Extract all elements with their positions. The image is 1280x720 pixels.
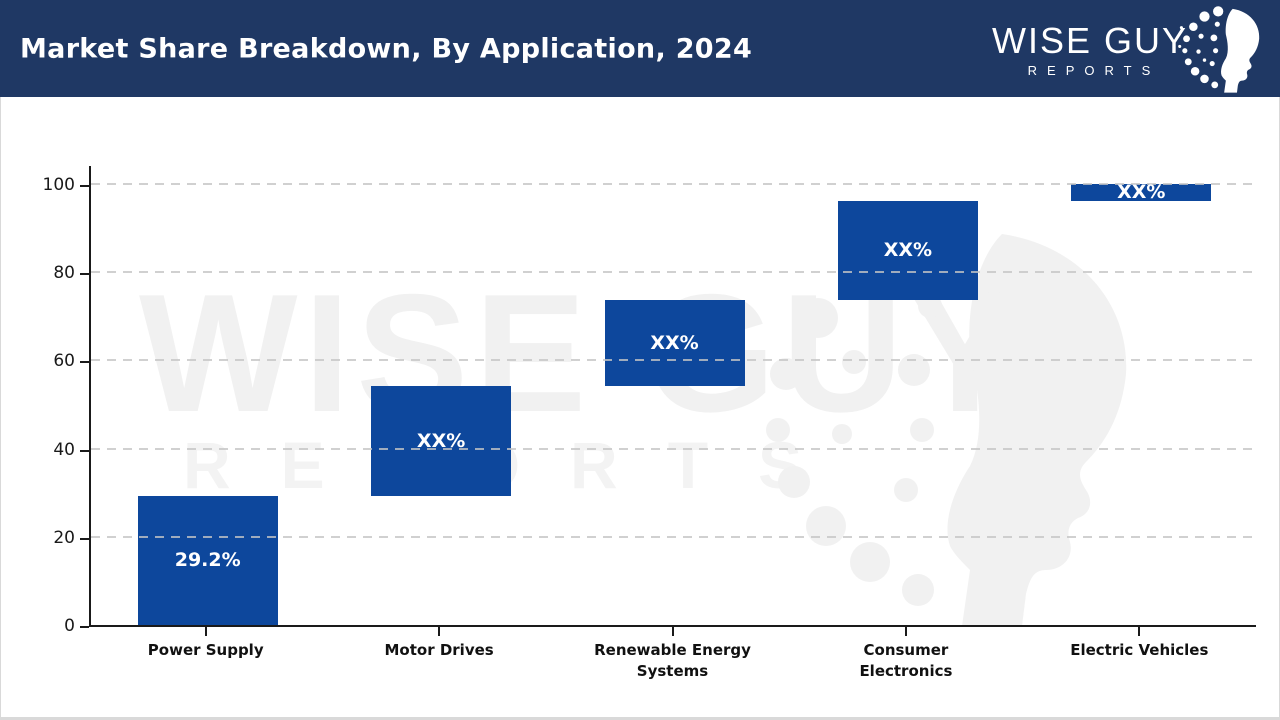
category-label: Renewable Energy Systems	[594, 641, 751, 680]
plot-value-area: 29.2% XX% XX% XX% XX%	[91, 180, 1256, 625]
page-title: Market Share Breakdown, By Application, …	[20, 33, 753, 64]
header-bar: Market Share Breakdown, By Application, …	[0, 0, 1280, 97]
category-label: Consumer Electronics	[859, 641, 953, 680]
dotted-head-icon	[1178, 5, 1260, 93]
bar-consumer-electronics: XX%	[837, 200, 978, 301]
x-tick-mark	[904, 627, 907, 636]
y-tick-mark	[80, 185, 89, 187]
bar-motor-drives: XX%	[371, 385, 512, 497]
bar-value-label: 29.2%	[174, 549, 241, 572]
logo-text: WISE GUY REPORTS	[992, 20, 1188, 78]
gridline-100	[91, 183, 1256, 185]
plot-frame: 29.2% XX% XX% XX% XX%	[89, 166, 1256, 627]
logo-subtitle: REPORTS	[1027, 62, 1161, 78]
x-tick-mark	[1138, 627, 1141, 636]
y-tick-label: 20	[53, 527, 75, 548]
chart-card: WISE GUY REPORTS 29.2% XX% XX% XX% XX% Power…	[0, 97, 1280, 720]
gridline-80	[91, 271, 1256, 274]
category-label: Electric Vehicles	[1070, 641, 1209, 659]
logo-wordmark: WISE GUY	[991, 19, 1188, 61]
bar-power-supply: 29.2%	[137, 496, 278, 625]
x-tick-mark	[671, 627, 674, 636]
y-tick-label: 100	[42, 175, 75, 196]
y-tick-label: 60	[53, 351, 75, 372]
bar-value-label: XX%	[650, 331, 699, 354]
bar-value-label: XX%	[883, 239, 933, 262]
y-tick-mark	[80, 537, 89, 540]
y-tick-label: 80	[53, 263, 75, 284]
y-tick-label: 0	[64, 616, 75, 637]
bar-electric-vehicles: XX%	[1071, 180, 1212, 203]
gridline-60	[91, 359, 1256, 362]
bar-renewable-energy-systems: XX%	[604, 300, 745, 386]
y-tick-label: 40	[53, 439, 75, 460]
y-tick-mark	[80, 449, 89, 452]
y-tick-mark	[80, 361, 89, 364]
wise-guy-logo: WISE GUY REPORTS	[992, 0, 1272, 97]
x-tick-mark	[438, 627, 441, 636]
category-label: Motor Drives	[384, 641, 494, 659]
bar-value-label: XX%	[416, 429, 466, 452]
category-label: Power Supply	[147, 641, 264, 659]
bar-value-label: XX%	[1117, 180, 1166, 203]
x-axis-category-labels: Power Supply Motor Drives Renewable Energy…	[89, 640, 1256, 682]
gridline-20	[91, 535, 1256, 538]
x-tick-mark	[204, 627, 207, 636]
y-tick-mark	[80, 273, 89, 276]
gridline-40	[91, 447, 1256, 450]
y-tick-mark	[80, 626, 89, 628]
